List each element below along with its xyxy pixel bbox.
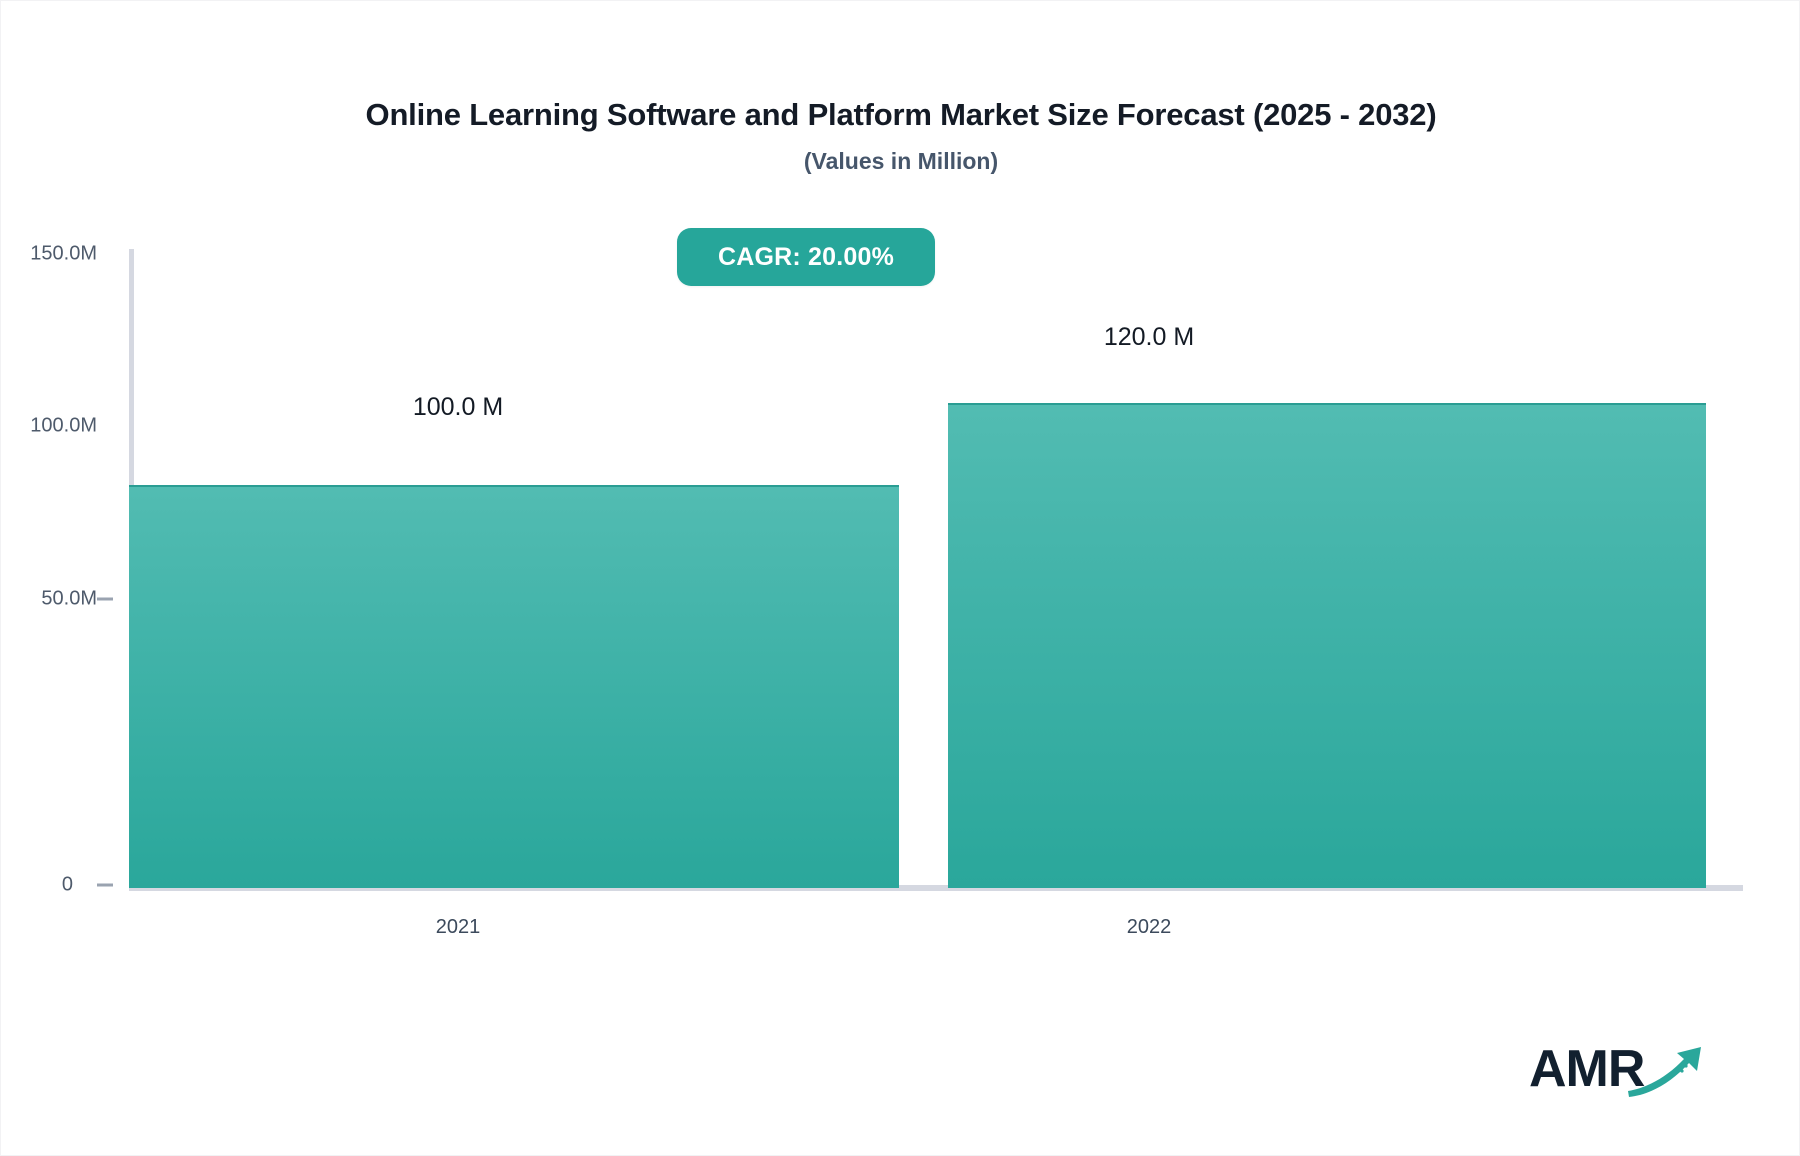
y-axis-tick-label-150: 150.0M [30,242,97,265]
y-axis-tick-mark-0 [97,883,113,887]
page-title: Online Learning Software and Platform Ma… [365,97,1437,132]
x-axis-line [129,885,1743,891]
cagr-badge-label: CAGR: 20.00% [717,242,895,271]
bar-value-label-2021: 100.0 M [412,393,504,421]
y-axis-tick-label-50: 50.0M [41,587,97,610]
amr-logo: AMR [1529,1033,1719,1109]
growth-arrow-icon [1627,1045,1719,1108]
bar-value-label-2022: 120.0 M [1103,323,1195,351]
bar-2021[interactable] [129,485,899,888]
cagr-badge: CAGR: 20.00% [677,228,935,286]
x-axis-tick-label-2021: 2021 [435,916,481,938]
y-axis-tick-label-100: 100.0M [30,414,97,437]
bar-2022[interactable] [948,403,1706,888]
y-axis-tick-label-0: 0 [61,873,73,896]
x-axis-tick-label-2022: 2022 [1126,916,1172,938]
amr-logo-text: AMR [1529,1040,1645,1098]
chart-subtitle: (Values in Million) [803,148,999,174]
y-axis-tick-mark-50 [97,597,113,601]
